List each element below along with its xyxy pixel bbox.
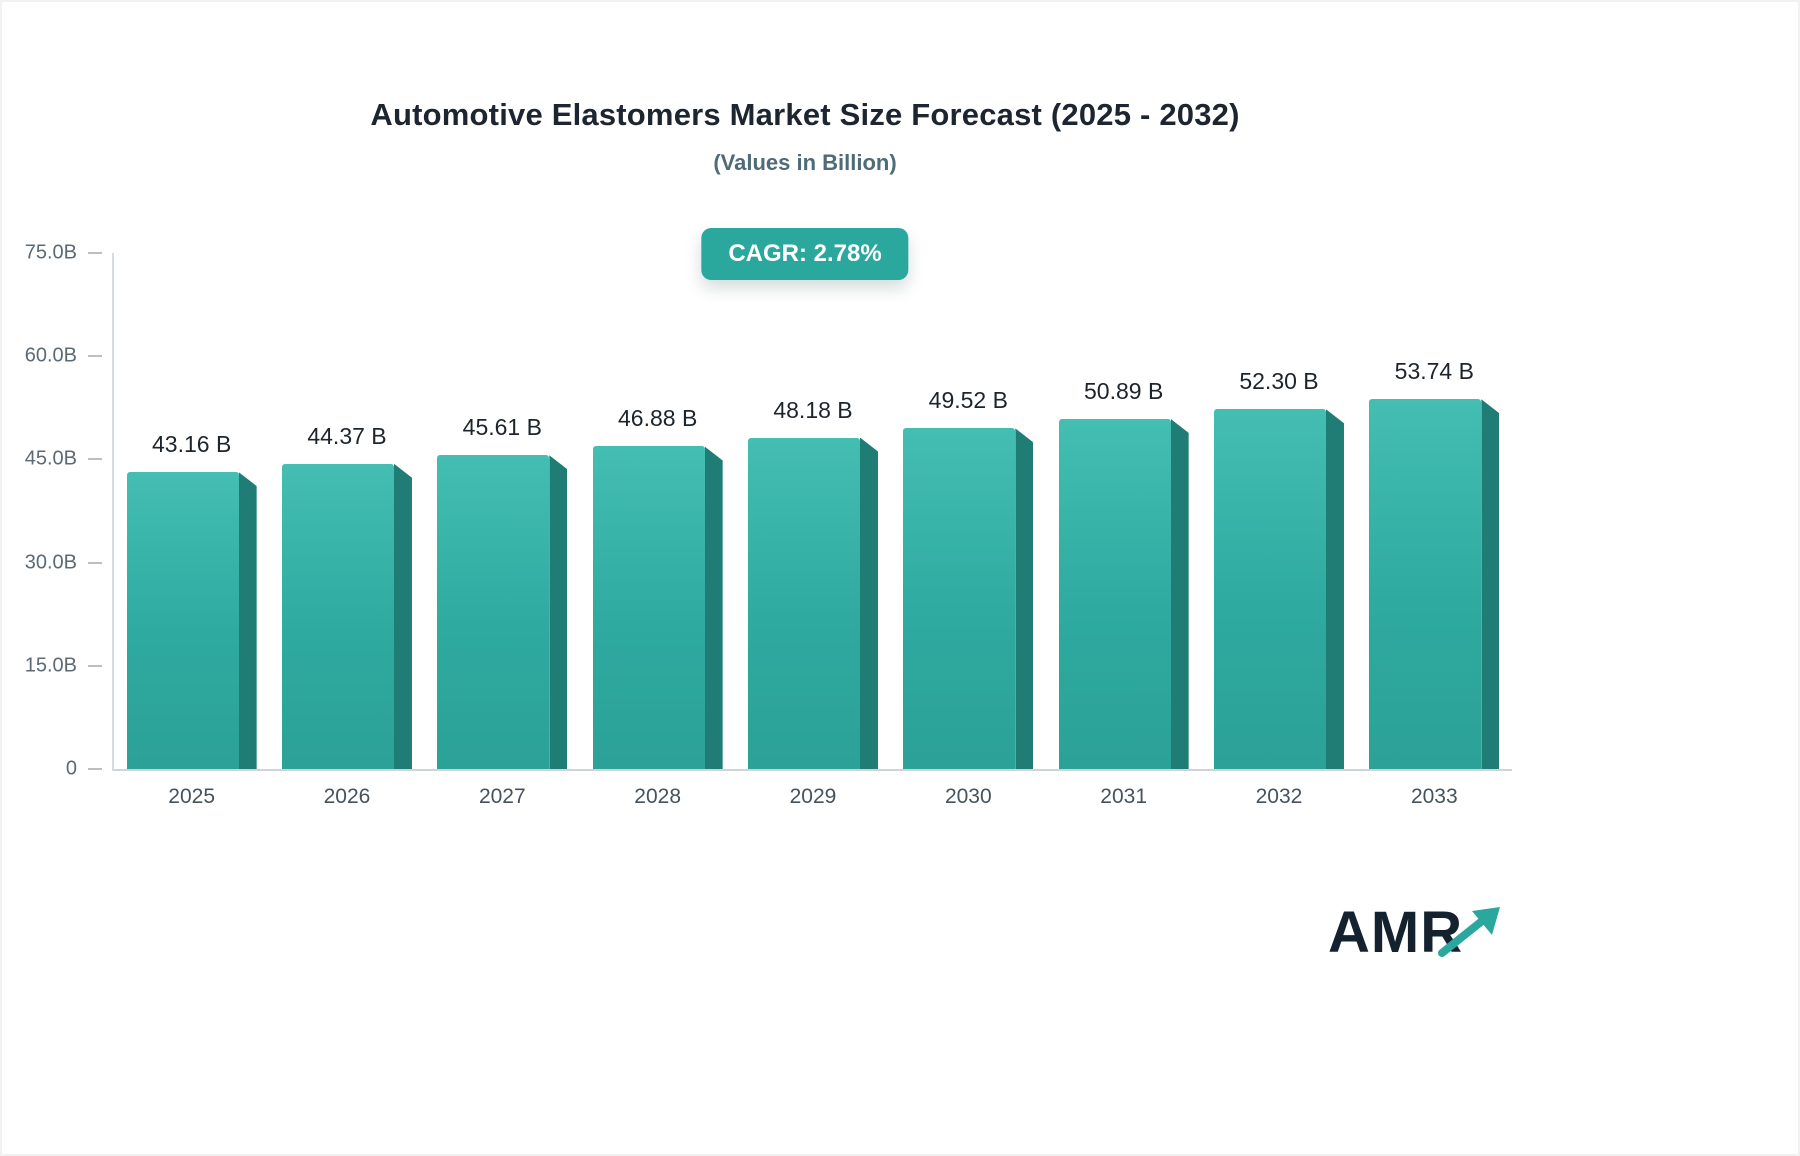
x-axis-label: 2027 [478, 785, 526, 808]
x-axis-label: 2033 [1410, 785, 1458, 808]
bar-slot: 50.89 B 2031 [1046, 253, 1201, 808]
bar-face [1058, 418, 1171, 769]
bar-side [238, 472, 257, 769]
chart-title: Automotive Elastomers Market Size Foreca… [370, 97, 1240, 132]
y-tick-mark [88, 561, 102, 564]
bar-side [1325, 409, 1344, 769]
bar-slot: 48.18 B 2029 [735, 253, 890, 808]
y-tick-label: 30.0B [24, 551, 77, 574]
bar-value-label: 45.61 B [462, 414, 542, 441]
chart-subtitle: (Values in Billion) [713, 150, 897, 175]
bar-face [437, 455, 550, 769]
bar [592, 446, 723, 769]
bar-slot: 45.61 B 2027 [425, 253, 580, 808]
bar-side [1170, 418, 1189, 769]
bar-face [1213, 409, 1326, 769]
y-tick-mark [88, 252, 102, 254]
bar-value-label: 44.37 B [307, 422, 387, 449]
bar-value-label: 46.88 B [618, 405, 698, 432]
bar-value-label: 53.74 B [1394, 358, 1474, 385]
bar-slot: 49.52 B 2030 [891, 253, 1046, 808]
y-tick-mark [88, 458, 102, 461]
bar [126, 472, 257, 769]
y-tick-mark [88, 664, 102, 667]
x-axis-label: 2030 [944, 785, 992, 808]
x-axis-label: 2028 [634, 785, 682, 808]
x-axis-label: 2025 [168, 785, 216, 808]
y-tick-label: 15.0B [24, 654, 77, 677]
plot-area: 75.0B 60.0B 45.0B 30.0B 15.0B 0 43.16 B 2025 44.… [25, 242, 1512, 808]
y-tick-label: 75.0B [24, 241, 77, 264]
bar-side [704, 446, 723, 769]
x-axis-label: 2029 [789, 785, 837, 808]
bar-slot: 44.37 B 2026 [269, 253, 424, 808]
bar-face [592, 446, 705, 769]
bar-face [903, 428, 1016, 769]
x-axis-label: 2026 [323, 785, 371, 808]
bar-slot: 53.74 B 2033 [1357, 253, 1512, 808]
bar-face [747, 437, 860, 769]
x-axis-label: 2031 [1100, 785, 1148, 808]
bar-face [281, 463, 394, 769]
y-tick-mark [88, 355, 102, 358]
bar-slot: 52.30 B 2032 [1201, 253, 1356, 808]
bar-side [859, 437, 878, 769]
bar [1058, 418, 1189, 769]
bar [1369, 399, 1500, 769]
bar-face [1369, 399, 1482, 769]
bar [747, 437, 878, 769]
bar-slot: 43.16 B 2025 [114, 253, 269, 808]
bar [1213, 409, 1344, 769]
amr-logo: AMR [1328, 893, 1500, 973]
y-tick-label: 45.0B [24, 447, 77, 470]
bar-value-label: 49.52 B [928, 387, 1008, 414]
bar-slot: 46.88 B 2028 [580, 253, 735, 808]
bar-side [1015, 428, 1034, 769]
cagr-badge: CAGR: 2.78% [701, 228, 909, 280]
bar-side [1481, 399, 1500, 769]
bar-value-label: 43.16 B [152, 431, 232, 458]
growth-arrow-icon [1438, 907, 1500, 957]
bar-value-label: 52.30 B [1239, 368, 1319, 395]
x-axis-label: 2032 [1255, 785, 1303, 808]
y-tick-label: 0 [65, 757, 77, 780]
bar [281, 463, 412, 769]
y-tick-mark [88, 768, 102, 770]
bar-face [126, 472, 239, 769]
bar-value-label: 48.18 B [773, 396, 853, 423]
bar [903, 428, 1034, 769]
bar [437, 455, 568, 769]
bar-value-label: 50.89 B [1084, 377, 1164, 404]
y-tick-label: 60.0B [24, 344, 77, 367]
bar-side [549, 455, 568, 769]
bar-side [393, 463, 412, 769]
